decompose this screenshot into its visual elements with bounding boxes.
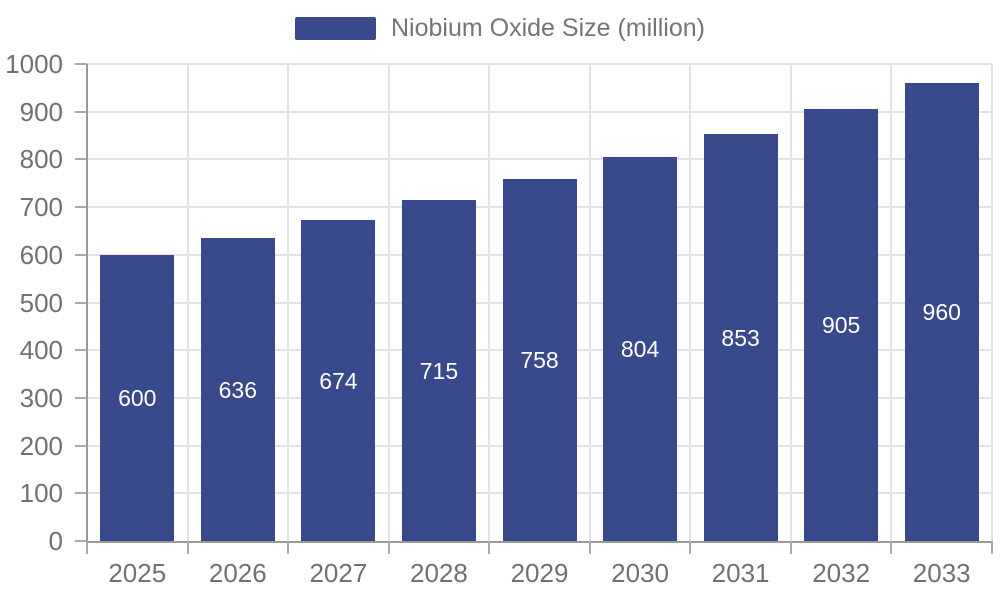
x-axis-tick-label: 2027	[309, 558, 368, 588]
x-axis-tick	[789, 541, 792, 554]
y-axis-tick	[75, 110, 87, 113]
gridline-horizontal	[87, 158, 992, 161]
y-axis-tick-label: 400	[19, 335, 63, 366]
gridline-vertical	[287, 64, 290, 541]
y-axis-tick-label: 900	[19, 96, 63, 127]
x-axis-line	[86, 541, 993, 543]
gridline-vertical	[789, 64, 792, 541]
bar-value-label: 758	[520, 347, 559, 373]
gridline-vertical	[991, 64, 993, 541]
bar: 600	[100, 255, 175, 541]
y-axis-tick	[75, 301, 87, 304]
x-axis-tick-label: 2032	[812, 558, 871, 588]
bar: 674	[301, 220, 376, 541]
x-axis-tick-label: 2026	[208, 558, 267, 588]
y-axis-tick-label: 100	[19, 478, 63, 509]
bar-value-label: 636	[218, 376, 258, 403]
x-axis-tick	[689, 541, 692, 554]
y-axis-line	[86, 64, 88, 541]
x-axis-tick-label: 2033	[912, 558, 971, 588]
x-axis-tick	[991, 541, 993, 554]
gridline-vertical	[387, 64, 390, 541]
gridline-vertical	[689, 64, 692, 541]
bar: 853	[703, 134, 778, 541]
x-axis-tick-label: 2025	[108, 558, 167, 588]
x-axis-tick-label: 2031	[711, 558, 770, 588]
y-axis-tick-label: 800	[19, 144, 63, 175]
legend-swatch	[295, 16, 376, 40]
bar: 905	[804, 109, 879, 541]
x-axis-tick	[86, 541, 88, 554]
bar-value-label: 853	[721, 324, 760, 351]
bar-value-label: 804	[620, 336, 660, 362]
bar: 960	[904, 83, 979, 541]
y-axis-tick-label: 300	[19, 382, 63, 413]
x-axis-tick-label: 2028	[410, 558, 468, 588]
bar-value-label: 715	[419, 357, 459, 384]
y-axis-tick-label: 700	[19, 192, 63, 223]
y-axis-tick	[75, 158, 87, 161]
bar: 804	[603, 157, 678, 541]
x-axis-tick-label: 2029	[510, 558, 569, 588]
x-axis-tick	[186, 541, 189, 554]
y-axis-tick-label: 0	[48, 526, 63, 556]
y-axis-tick	[75, 206, 87, 209]
bar: 715	[401, 200, 476, 541]
x-axis-tick	[890, 541, 893, 554]
y-axis-tick-label: 600	[19, 239, 63, 270]
gridline-vertical	[488, 64, 491, 541]
x-axis-tick	[588, 541, 591, 554]
bar: 758	[502, 179, 577, 541]
y-axis-tick	[75, 492, 87, 495]
gridline-horizontal	[87, 110, 992, 113]
y-axis-tick-label: 200	[19, 430, 63, 461]
x-axis-tick-label: 2030	[611, 558, 669, 588]
gridline-horizontal	[87, 63, 992, 65]
legend-label: Niobium Oxide Size (million)	[391, 14, 705, 42]
gridline-vertical	[890, 64, 893, 541]
y-axis-tick	[75, 540, 87, 542]
bar: 636	[200, 238, 275, 541]
x-axis-tick	[287, 541, 290, 554]
y-axis-tick-label: 1000	[5, 49, 63, 79]
bar-value-label: 600	[118, 385, 157, 411]
y-axis-tick	[75, 253, 87, 256]
x-axis-tick	[387, 541, 390, 554]
x-axis-tick	[488, 541, 491, 554]
gridline-vertical	[588, 64, 591, 541]
bar-value-label: 905	[821, 312, 861, 338]
gridline-vertical	[186, 64, 189, 541]
bar-value-label: 960	[922, 299, 961, 325]
y-axis-tick-label: 500	[19, 287, 63, 318]
y-axis-tick	[75, 444, 87, 447]
y-axis-tick	[75, 396, 87, 399]
legend[interactable]: Niobium Oxide Size (million)	[0, 13, 1000, 43]
bar-value-label: 674	[319, 367, 358, 394]
y-axis-tick	[75, 349, 87, 352]
y-axis-tick	[75, 63, 87, 65]
